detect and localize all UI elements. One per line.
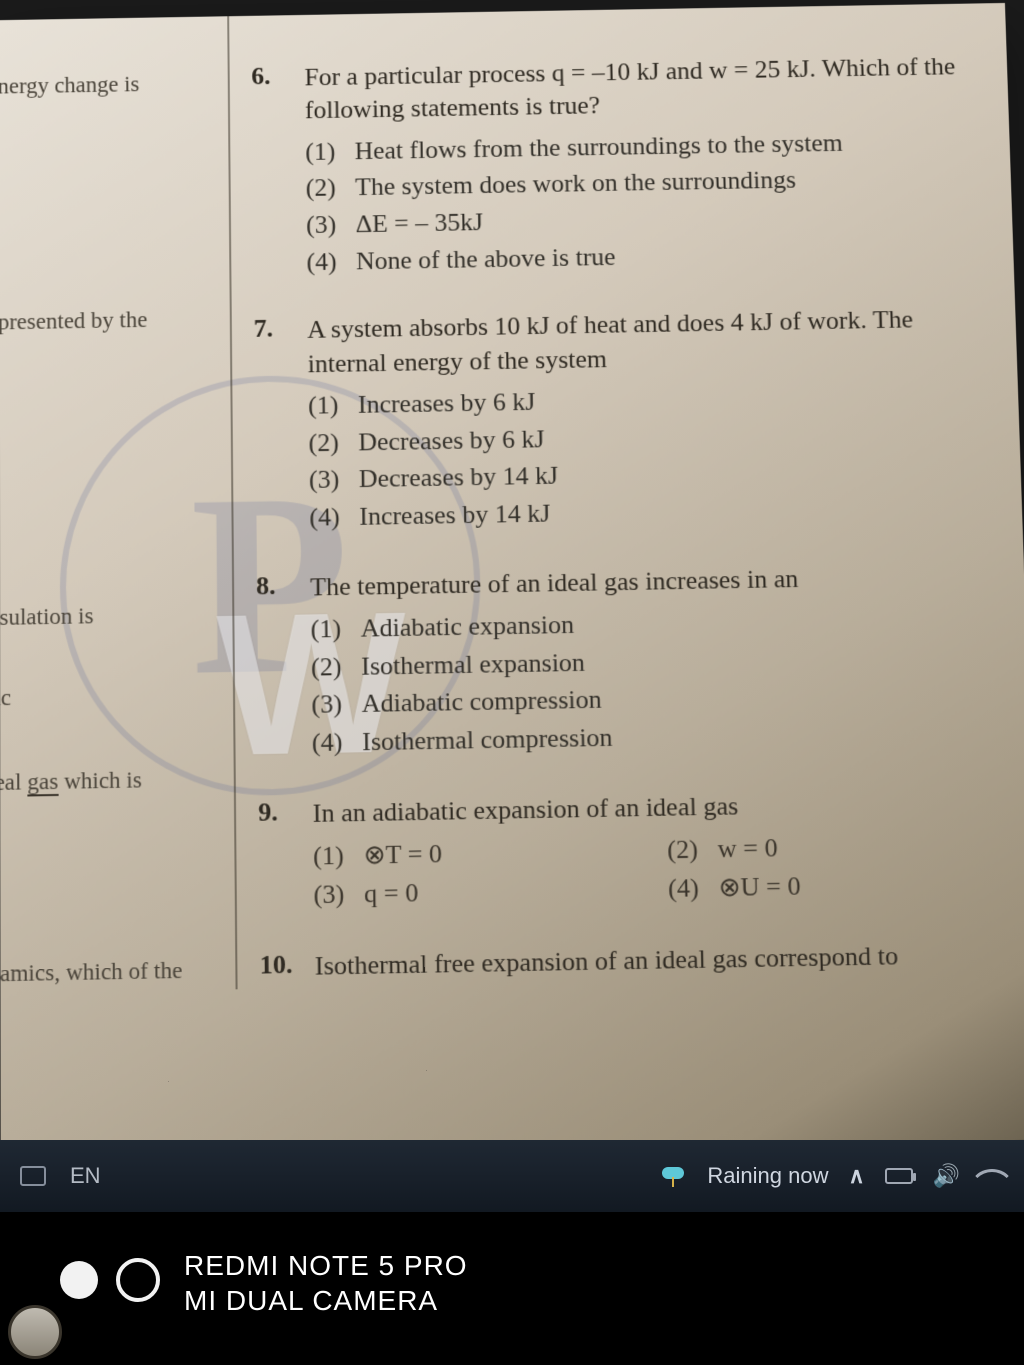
question-8: 8. The temperature of an ideal gas incre…	[256, 558, 994, 762]
taskbar-left: EN	[20, 1163, 101, 1189]
device-watermark-line2: MI DUAL CAMERA	[184, 1283, 468, 1318]
device-watermark-line1: REDMI NOTE 5 PRO	[184, 1248, 468, 1283]
left-column-fragments: energy change is epresented by the nsula…	[0, 16, 216, 74]
fragment-text: tic	[0, 681, 209, 711]
question-stem: For a particular process q = –10 kJ and …	[304, 50, 973, 128]
option-text: Adiabatic compression	[361, 681, 602, 723]
option: (2)w = 0	[667, 825, 998, 869]
fragment-part: leal	[0, 769, 27, 795]
taskbar-app-icon[interactable]	[20, 1166, 46, 1186]
weather-icon[interactable]	[659, 1165, 687, 1187]
device-watermark: REDMI NOTE 5 PRO MI DUAL CAMERA	[184, 1248, 468, 1318]
option-text: Isothermal compression	[362, 719, 613, 761]
fragment-text: namics, which of the	[0, 957, 211, 988]
option-label: (2)	[306, 169, 346, 206]
fragment-part: which is	[58, 767, 142, 794]
question-7: 7. A system absorbs 10 kJ of heat and do…	[254, 302, 987, 537]
question-number: 7.	[254, 314, 286, 382]
option-label: (1)	[305, 133, 345, 170]
weather-text[interactable]: Raining now	[707, 1163, 828, 1189]
question-9: 9. In an adiabatic expansion of an ideal…	[258, 784, 999, 914]
fragment-text: nsulation is	[0, 601, 208, 631]
option-label: (2)	[311, 648, 352, 687]
option-label: (1)	[313, 837, 354, 876]
option-text: Decreases by 14 kJ	[359, 457, 559, 498]
fragment-text: )	[0, 845, 210, 875]
option-label: (1)	[310, 610, 351, 648]
option: (4)⊗U = 0	[668, 863, 999, 907]
option-label: (1)	[308, 386, 348, 424]
battery-icon[interactable]	[885, 1168, 913, 1184]
question-number: 8.	[256, 571, 288, 606]
document-page: P W energy change is epresented by the n…	[0, 3, 1024, 1158]
question-number: 6.	[251, 62, 283, 129]
taskbar-system-tray: Raining now ∧ 🔊	[659, 1163, 1004, 1189]
question-number: 10.	[260, 949, 293, 985]
option: (3) q = 0	[313, 870, 644, 914]
question-stem: A system absorbs 10 kJ of heat and does …	[307, 302, 981, 381]
option-text: w = 0	[717, 829, 778, 868]
corner-badge	[8, 1305, 62, 1359]
question-stem: In an adiabatic expansion of an ideal ga…	[312, 789, 738, 831]
option-label: (2)	[308, 424, 348, 462]
language-indicator[interactable]: EN	[70, 1163, 101, 1189]
fragment-part-underlined: gas	[27, 769, 58, 797]
option: (1)⊗T = 0	[313, 831, 644, 875]
option-text: Increases by 14 kJ	[359, 495, 551, 536]
option-label: (3)	[306, 206, 346, 243]
option-label: (4)	[309, 498, 349, 536]
question-stem: Isothermal free expansion of an ideal ga…	[315, 938, 899, 983]
shutter-button[interactable]	[116, 1258, 160, 1302]
option-label: (4)	[668, 869, 709, 908]
option-text: ΔE = – 35kJ	[355, 204, 483, 243]
option-text: The system does work on the surroundings	[355, 162, 796, 206]
windows-taskbar[interactable]: EN Raining now ∧ 🔊	[0, 1140, 1024, 1212]
phone-camera-overlay: REDMI NOTE 5 PRO MI DUAL CAMERA	[0, 1212, 1024, 1365]
tray-chevron-icon[interactable]: ∧	[848, 1163, 864, 1189]
option-text: Adiabatic expansion	[360, 606, 574, 647]
fragment-text: c	[0, 641, 209, 671]
question-6: 6. For a particular process q = –10 kJ a…	[251, 50, 978, 281]
option-text: ⊗U = 0	[718, 867, 801, 907]
option-label: (3)	[313, 875, 354, 914]
option-label: (3)	[311, 685, 352, 724]
option-label: (2)	[667, 830, 708, 869]
option-text: ⊗T = 0	[363, 835, 442, 875]
option-label: (4)	[312, 723, 353, 762]
camera-nav-controls	[60, 1258, 160, 1302]
option-text: q = 0	[364, 874, 419, 913]
fragment-text: energy change is	[0, 71, 204, 100]
question-stem: The temperature of an ideal gas increase…	[310, 562, 799, 605]
option-text: Decreases by 6 kJ	[358, 420, 545, 461]
question-number: 9.	[258, 797, 291, 832]
option-text: Isothermal expansion	[361, 643, 585, 685]
question-10: 10. Isothermal free expansion of an idea…	[260, 936, 1002, 984]
option-text: Increases by 6 kJ	[358, 383, 536, 423]
option-text: None of the above is true	[356, 238, 616, 279]
volume-icon[interactable]: 🔊	[933, 1163, 960, 1189]
fragment-text: leal gas which is	[0, 766, 210, 796]
questions-column: 6. For a particular process q = –10 kJ a…	[231, 3, 1018, 1020]
gallery-thumbnail[interactable]	[60, 1261, 98, 1299]
fragment-text: epresented by the	[0, 306, 206, 335]
option-label: (4)	[306, 243, 346, 281]
option-label: (3)	[309, 461, 349, 499]
wifi-icon[interactable]	[975, 1159, 1009, 1193]
